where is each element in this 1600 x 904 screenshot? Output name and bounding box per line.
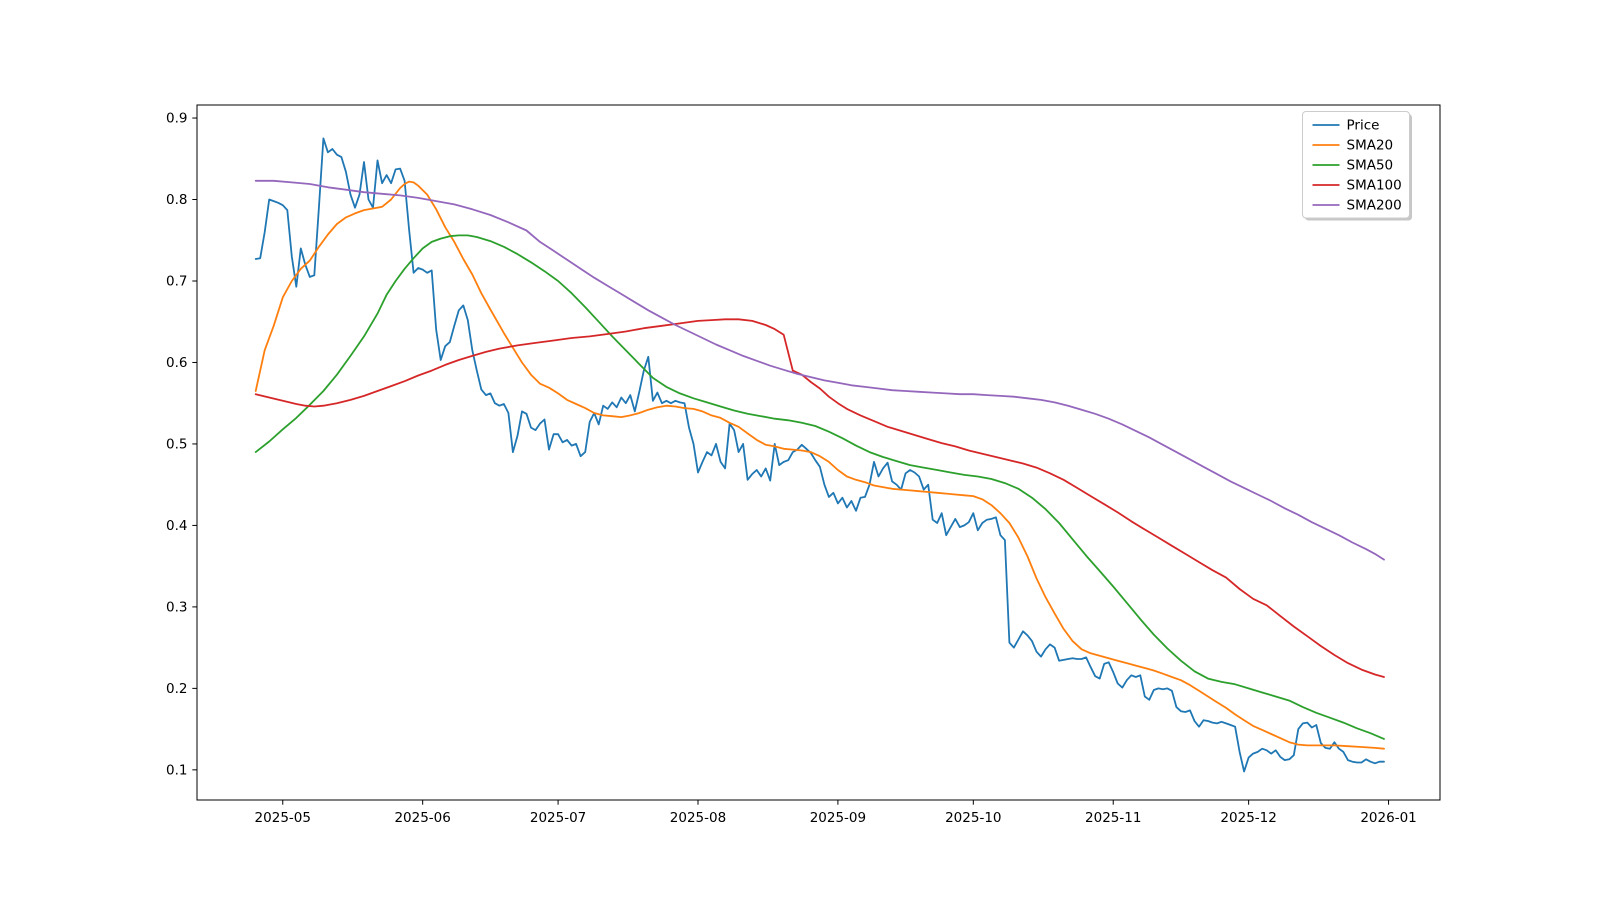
series-line-price (254, 137, 1385, 773)
series-lines (254, 137, 1385, 773)
series-line-sma100 (254, 318, 1385, 678)
legend-box (1302, 111, 1410, 219)
plot-area (197, 105, 1440, 800)
x-tick-label: 2025-05 (255, 810, 311, 826)
x-tick-label: 2025-11 (1085, 810, 1141, 826)
y-tick-label: 0.8 (166, 192, 187, 208)
legend-label-sma200: SMA200 (1347, 198, 1402, 214)
x-tick-label: 2026-01 (1360, 810, 1416, 826)
x-tick-label: 2025-06 (394, 810, 450, 826)
y-axis: 0.1 0.2 0.3 0.4 0.5 0.6 0.7 0.8 0.9 (166, 111, 197, 779)
plot-frame (196, 104, 1441, 801)
y-tick-label: 0.5 (166, 437, 187, 453)
x-tick-label: 2025-08 (670, 810, 726, 826)
x-tick-label: 2025-07 (530, 810, 586, 826)
legend: Price SMA20 SMA50 SMA100 SMA200 (1302, 111, 1412, 221)
x-tick-label: 2025-10 (945, 810, 1001, 826)
legend-label-sma20: SMA20 (1347, 138, 1394, 154)
series-line-sma20 (254, 180, 1385, 750)
series-line-sma50 (254, 234, 1385, 740)
legend-label-sma50: SMA50 (1347, 158, 1394, 174)
y-tick-label: 0.4 (166, 518, 187, 534)
y-tick-label: 0.1 (166, 763, 187, 779)
y-tick-label: 0.2 (166, 681, 187, 697)
x-axis: 2025-05 2025-06 2025-07 2025-08 2025-09 2025-… (255, 800, 1417, 826)
x-tick-label: 2025-12 (1220, 810, 1276, 826)
x-tick-label: 2025-09 (810, 810, 866, 826)
legend-label-sma100: SMA100 (1347, 178, 1402, 194)
series-line-sma200 (254, 179, 1385, 561)
legend-label-price: Price (1347, 118, 1380, 134)
y-tick-label: 0.9 (166, 111, 187, 127)
y-tick-label: 0.7 (166, 274, 187, 290)
y-tick-label: 0.3 (166, 600, 187, 616)
y-tick-label: 0.6 (166, 355, 187, 371)
